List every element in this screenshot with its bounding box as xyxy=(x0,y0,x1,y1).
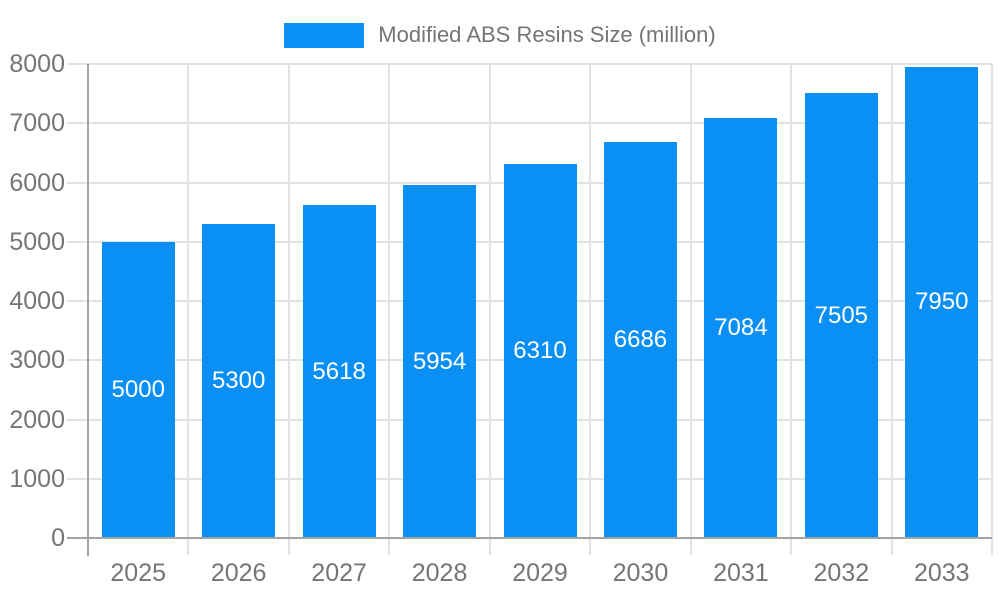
x-axis-tick-label: 2033 xyxy=(913,559,970,587)
y-axis-tick-label: 1000 xyxy=(9,464,65,493)
bar-value-label: 7505 xyxy=(814,301,869,329)
bar-2029[interactable]: 6310 xyxy=(503,164,577,538)
x-axis-tick-label: 2031 xyxy=(713,559,769,587)
x-gridline xyxy=(388,64,391,555)
y-gridline xyxy=(67,122,992,125)
x-gridline xyxy=(589,64,592,555)
x-gridline xyxy=(287,64,290,555)
x-axis-baseline xyxy=(67,537,992,539)
x-axis-tick-label: 2029 xyxy=(512,559,568,587)
plot-right-border xyxy=(991,64,993,555)
bar-value-label: 5618 xyxy=(312,357,366,385)
legend-swatch xyxy=(284,22,365,48)
x-axis-tick-label: 2032 xyxy=(813,559,870,587)
y-axis-tick-label: 2000 xyxy=(9,405,65,434)
x-axis-tick-label: 2025 xyxy=(110,559,167,587)
bar-value-label: 7084 xyxy=(714,314,768,342)
x-axis-tick-label: 2026 xyxy=(210,559,267,587)
y-axis-tick-label: 7000 xyxy=(9,109,65,138)
bar-value-label: 5300 xyxy=(211,366,266,394)
y-axis-tick-label: 4000 xyxy=(9,287,65,315)
x-gridline xyxy=(890,64,893,555)
y-axis-tick-label: 5000 xyxy=(9,227,65,256)
bar-value-label: 5000 xyxy=(111,375,165,403)
bar-value-label: 7950 xyxy=(915,288,969,316)
x-gridline xyxy=(488,64,491,555)
bar-value-label: 5954 xyxy=(412,347,467,375)
bar-2026[interactable]: 5300 xyxy=(202,223,276,538)
y-axis-tick-label: 0 xyxy=(51,524,65,552)
x-axis-tick-label: 2027 xyxy=(311,559,367,587)
bar-2031[interactable]: 7084 xyxy=(704,118,778,538)
bar-value-label: 6686 xyxy=(613,325,668,353)
bar-2030[interactable]: 6686 xyxy=(603,141,677,538)
y-axis-tick-label: 6000 xyxy=(9,168,65,197)
bar-2033[interactable]: 7950 xyxy=(905,66,979,538)
legend[interactable]: Modified ABS Resins Size (million) xyxy=(0,20,1000,50)
bar-2025[interactable]: 5000 xyxy=(101,241,175,538)
bar-2032[interactable]: 7505 xyxy=(804,93,878,538)
bar-2028[interactable]: 5954 xyxy=(403,185,477,538)
x-gridline xyxy=(790,64,793,555)
x-axis-tick-label: 2030 xyxy=(612,559,669,587)
y-gridline xyxy=(67,63,992,65)
y-axis-line xyxy=(87,64,89,556)
x-gridline xyxy=(187,64,190,555)
x-gridline xyxy=(689,64,692,555)
bar-2027[interactable]: 5618 xyxy=(302,205,376,538)
y-axis-tick-label: 8000 xyxy=(9,50,65,78)
x-axis-tick-label: 2028 xyxy=(411,559,468,587)
legend-label: Modified ABS Resins Size (million) xyxy=(378,22,716,47)
y-axis-tick-label: 3000 xyxy=(9,346,65,375)
bar-value-label: 6310 xyxy=(513,337,567,365)
